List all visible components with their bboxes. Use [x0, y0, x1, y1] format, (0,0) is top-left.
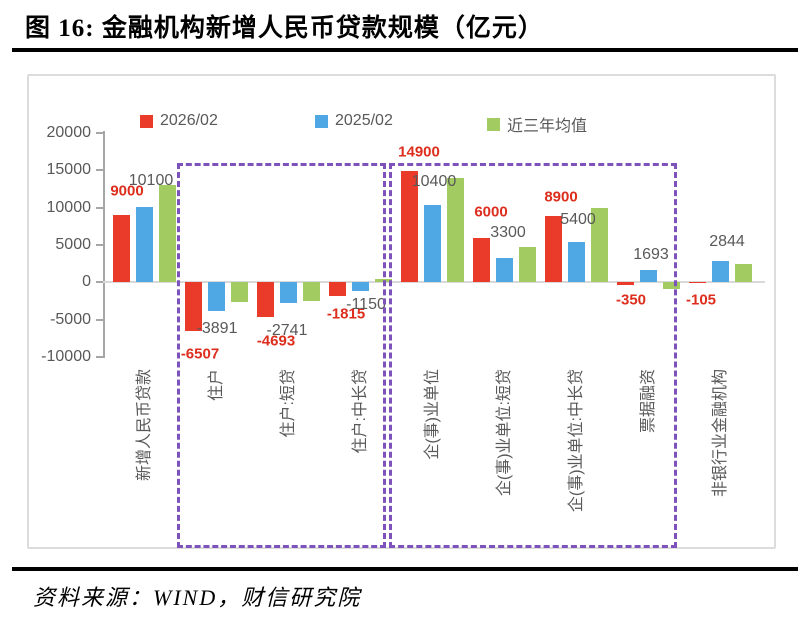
- highlight-box: [177, 163, 386, 548]
- y-tick-label: -10000: [41, 347, 91, 365]
- figure-title: 图 16: 金融机构新增人民币贷款规模（亿元）: [25, 15, 544, 42]
- chart-bar: [352, 282, 369, 291]
- chart-bar: [329, 282, 346, 296]
- data-label: 10400: [411, 173, 457, 190]
- x-axis-label: 新增人民币贷款: [136, 369, 153, 482]
- chart-bar: [401, 171, 418, 283]
- chart-bar: [303, 282, 320, 301]
- y-tick-mark: [96, 355, 103, 358]
- data-label: 3300: [490, 224, 526, 241]
- chart-bar: [447, 177, 464, 283]
- y-tick-label: 20000: [46, 123, 92, 141]
- y-tick-label: 10000: [46, 198, 92, 216]
- chart-frame: [27, 74, 776, 549]
- chart-bar: [545, 215, 562, 283]
- legend-label: 近三年均值: [507, 118, 588, 135]
- legend-item: 近三年均值: [487, 112, 587, 136]
- y-tick-label: 5000: [55, 235, 91, 253]
- data-label: 1693: [633, 246, 669, 263]
- y-tick-mark: [96, 206, 103, 209]
- data-label: -4693: [256, 332, 296, 350]
- y-tick-mark: [96, 281, 103, 284]
- x-axis-label: 非银行业金融机构: [712, 369, 729, 498]
- data-label: 6000: [474, 203, 508, 221]
- chart-bar: [473, 237, 490, 283]
- chart-bar: [712, 261, 729, 283]
- data-label: -1815: [326, 305, 366, 323]
- data-label: 5400: [560, 211, 596, 228]
- chart-bar: [496, 257, 513, 283]
- data-label: -6507: [180, 345, 220, 363]
- source-divider: [12, 567, 798, 571]
- y-axis-line: [103, 131, 105, 358]
- chart-bar: [185, 282, 202, 331]
- chart-bar: [159, 185, 176, 283]
- legend-swatch-icon: [140, 114, 153, 128]
- y-tick-label: 15000: [46, 161, 92, 179]
- data-label: 14900: [398, 143, 440, 161]
- chart-bar: [231, 282, 248, 303]
- legend-item: 2026/02: [140, 112, 218, 130]
- chart-bar: [257, 282, 274, 318]
- data-label: -1150: [346, 296, 386, 313]
- data-label: -2741: [266, 322, 308, 339]
- chart-bar: [208, 282, 225, 312]
- y-tick-mark: [96, 169, 103, 172]
- legend-swatch-icon: [487, 117, 500, 131]
- zero-gridline: [103, 281, 765, 284]
- chart-bar: [735, 264, 752, 283]
- y-tick-mark: [96, 131, 103, 134]
- chart-bar: [663, 282, 680, 290]
- chart-bar: [689, 282, 706, 284]
- chart-bar: [568, 241, 585, 283]
- data-label: -350: [615, 291, 647, 309]
- title-divider: [12, 48, 798, 52]
- data-label: 9000: [110, 182, 144, 200]
- data-label: -105: [685, 291, 717, 309]
- y-tick-label: 0: [82, 273, 91, 291]
- data-label: 8900: [544, 188, 578, 206]
- data-label: 2844: [709, 233, 745, 250]
- y-tick-mark: [96, 318, 103, 321]
- y-tick-label: -5000: [50, 310, 91, 328]
- source-text: 资料来源：WIND，财信研究院: [33, 585, 362, 610]
- chart-bar: [519, 247, 536, 283]
- data-label: -3891: [196, 320, 238, 337]
- y-tick-mark: [96, 243, 103, 246]
- highlight-box: [389, 163, 677, 548]
- chart-bar: [424, 204, 441, 283]
- chart-bar: [591, 208, 608, 283]
- chart-bar: [640, 269, 657, 283]
- legend-label: 2025/02: [335, 112, 393, 129]
- chart-bar: [136, 206, 153, 283]
- chart-bar: [280, 282, 297, 303]
- legend-swatch-icon: [315, 114, 328, 128]
- data-label: 10100: [128, 172, 174, 189]
- chart-bar: [617, 282, 634, 285]
- chart-bar: [113, 215, 130, 283]
- legend-label: 2026/02: [160, 112, 218, 129]
- legend-item: 2025/02: [315, 112, 393, 130]
